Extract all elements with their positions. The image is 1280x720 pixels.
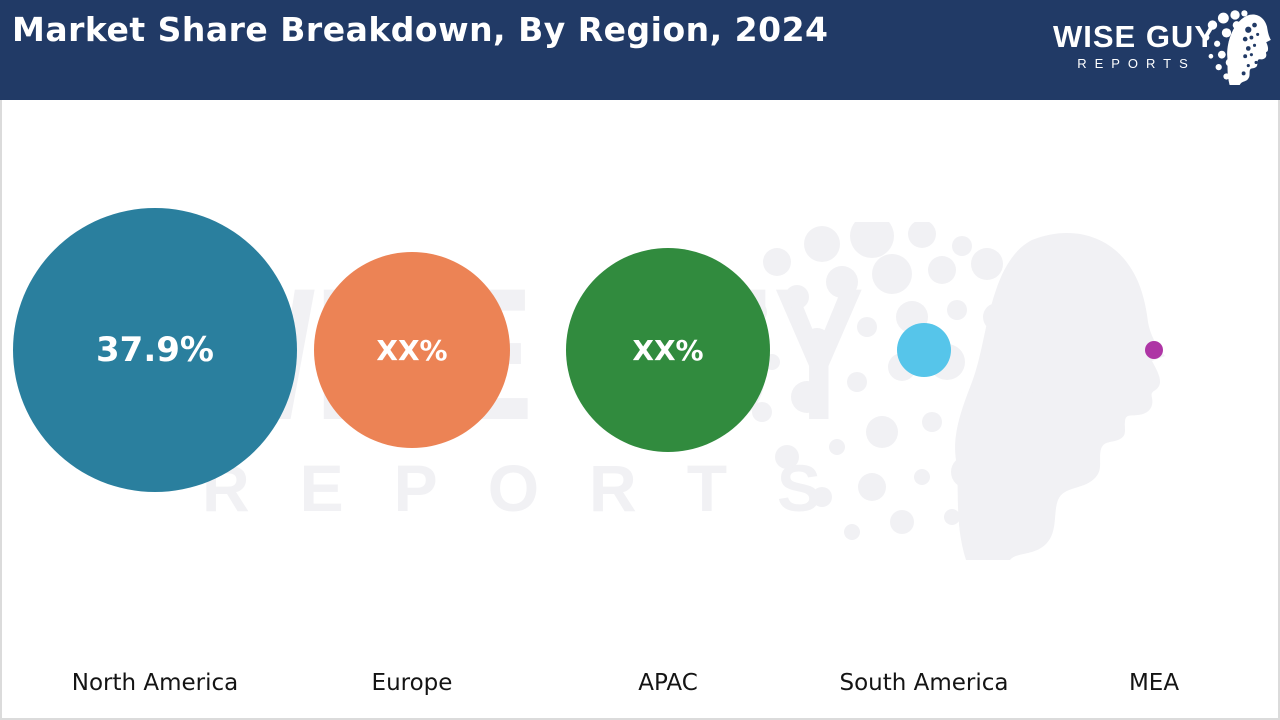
category-label-europe: Europe (371, 670, 453, 696)
bubble-value-label: XX% (376, 333, 448, 367)
logo-subtext: REPORTS (1077, 56, 1196, 72)
category-label-south-america: South America (839, 670, 1009, 696)
chart-area: WISE GUY REPORTS (0, 100, 1280, 720)
watermark-subtext: REPORTS (202, 451, 872, 525)
logo-wordmark: WISE GUY (1052, 19, 1216, 54)
brand-logo-text: WISE GUY REPORTS (1052, 19, 1216, 72)
bubble-north-america: 37.9% (13, 208, 297, 492)
category-label-north-america: North America (71, 670, 239, 696)
header: Market Share Breakdown, By Region, 2024 … (0, 0, 1280, 100)
bubble-value-label: 37.9% (96, 330, 214, 370)
page-title: Market Share Breakdown, By Region, 2024 (12, 10, 829, 49)
bubble-europe: XX% (314, 252, 510, 448)
category-label-apac: APAC (638, 670, 698, 696)
watermark-head-icon (747, 222, 1165, 560)
bubble-mea (1145, 341, 1163, 359)
bubble-south-america (897, 323, 951, 377)
logo-head-icon (1203, 10, 1271, 86)
category-label-mea: MEA (1128, 670, 1180, 696)
bubble-apac: XX% (566, 248, 770, 452)
brand-logo: WISE GUY REPORTS (1053, 4, 1274, 96)
bubble-value-label: XX% (632, 333, 704, 367)
